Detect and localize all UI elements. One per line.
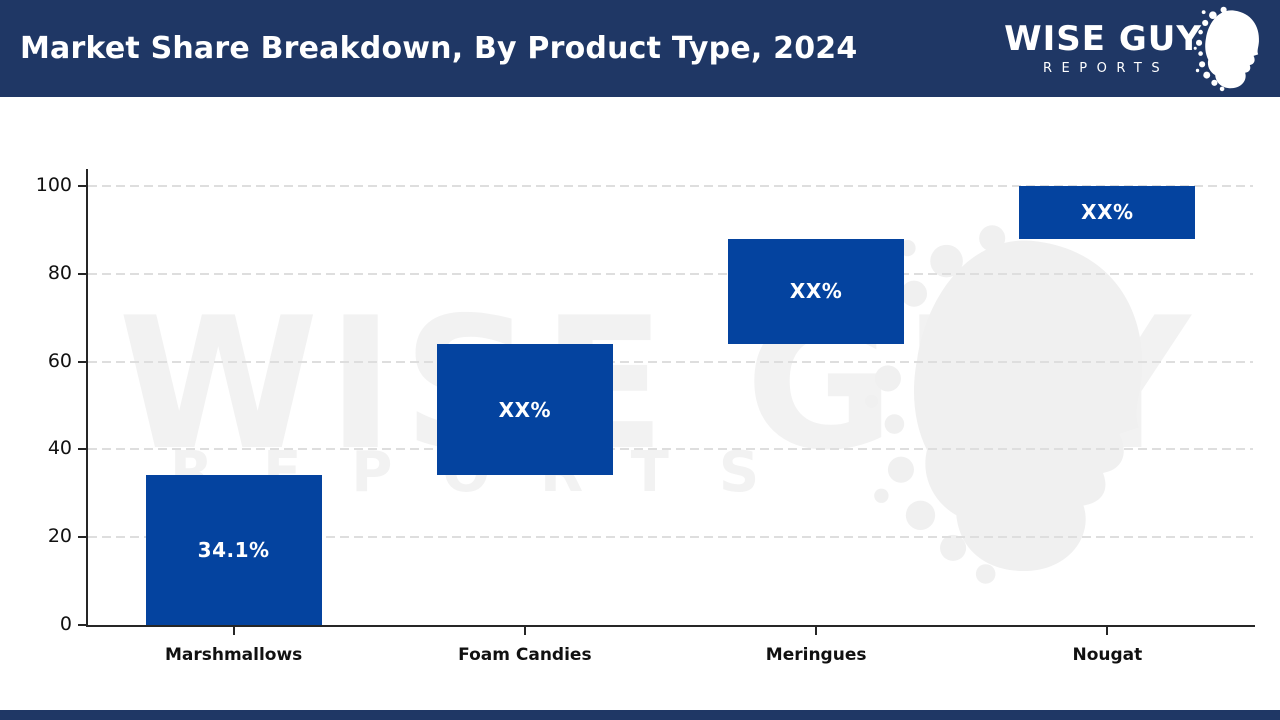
y-tick-mark-100: [78, 185, 86, 187]
x-axis-line: [86, 625, 1255, 627]
logo-head-icon: [1193, 6, 1259, 92]
gridline-y-80: [88, 272, 1253, 275]
y-tick-label-100: 100: [35, 174, 72, 196]
x-tick-mark-meringues: [815, 627, 818, 635]
x-tick-label-nougat: Nougat: [1072, 645, 1143, 665]
y-tick-mark-0: [78, 624, 86, 626]
bar-marshmallows: 34.1%: [145, 475, 322, 625]
logo-wordmark-line1: WISE GUY: [1004, 19, 1202, 60]
y-tick-label-80: 80: [47, 261, 72, 284]
bar-meringues: XX%: [728, 238, 905, 345]
y-tick-mark-80: [78, 272, 86, 275]
y-tick-label-0: 0: [59, 613, 72, 635]
bar-value-label-nougat: XX%: [1081, 200, 1134, 225]
x-tick-label-marshmallows: Marshmallows: [164, 645, 303, 665]
gridline-y-60: [88, 360, 1253, 363]
y-tick-mark-20: [78, 536, 86, 539]
y-tick-mark-40: [78, 448, 86, 451]
gridline-y-100: [88, 185, 1253, 187]
footer-bar: [0, 710, 1280, 720]
y-tick-label-20: 20: [47, 525, 72, 548]
wise-guy-logo: WISE GUY REPORTS: [1004, 6, 1266, 92]
plot-area: 34.1% XX% XX% XX%: [88, 185, 1253, 625]
gridline-y-40: [88, 448, 1253, 451]
x-tick-label-meringues: Meringues: [765, 645, 867, 665]
bar-nougat: XX%: [1019, 186, 1196, 239]
bar-value-label-foam-candies: XX%: [498, 397, 552, 422]
y-axis-line: [86, 169, 88, 627]
bar-foam-candies: XX%: [436, 344, 613, 476]
x-tick-mark-marshmallows: [232, 627, 235, 635]
x-tick-label-foam-candies: Foam Candies: [458, 645, 592, 665]
bar-value-label-meringues: XX%: [789, 279, 843, 304]
gridline-y-20: [88, 536, 1253, 539]
header-bar: Market Share Breakdown, By Product Type,…: [0, 0, 1280, 97]
bar-value-label-marshmallows: 34.1%: [197, 538, 270, 563]
y-tick-label-60: 60: [47, 349, 72, 372]
logo-wordmark-line2: REPORTS: [1043, 60, 1170, 76]
y-tick-label-40: 40: [47, 437, 72, 460]
x-tick-mark-nougat: [1106, 627, 1109, 635]
logo-wordmark: WISE GUY REPORTS: [1004, 19, 1202, 76]
chart-canvas: WISE GUY REPORTS 34.1%XX%XX%XX% 02040608…: [0, 97, 1280, 710]
chart-title: Market Share Breakdown, By Product Type,…: [20, 31, 858, 66]
y-tick-mark-60: [78, 360, 86, 363]
x-tick-mark-foam-candies: [523, 627, 526, 635]
